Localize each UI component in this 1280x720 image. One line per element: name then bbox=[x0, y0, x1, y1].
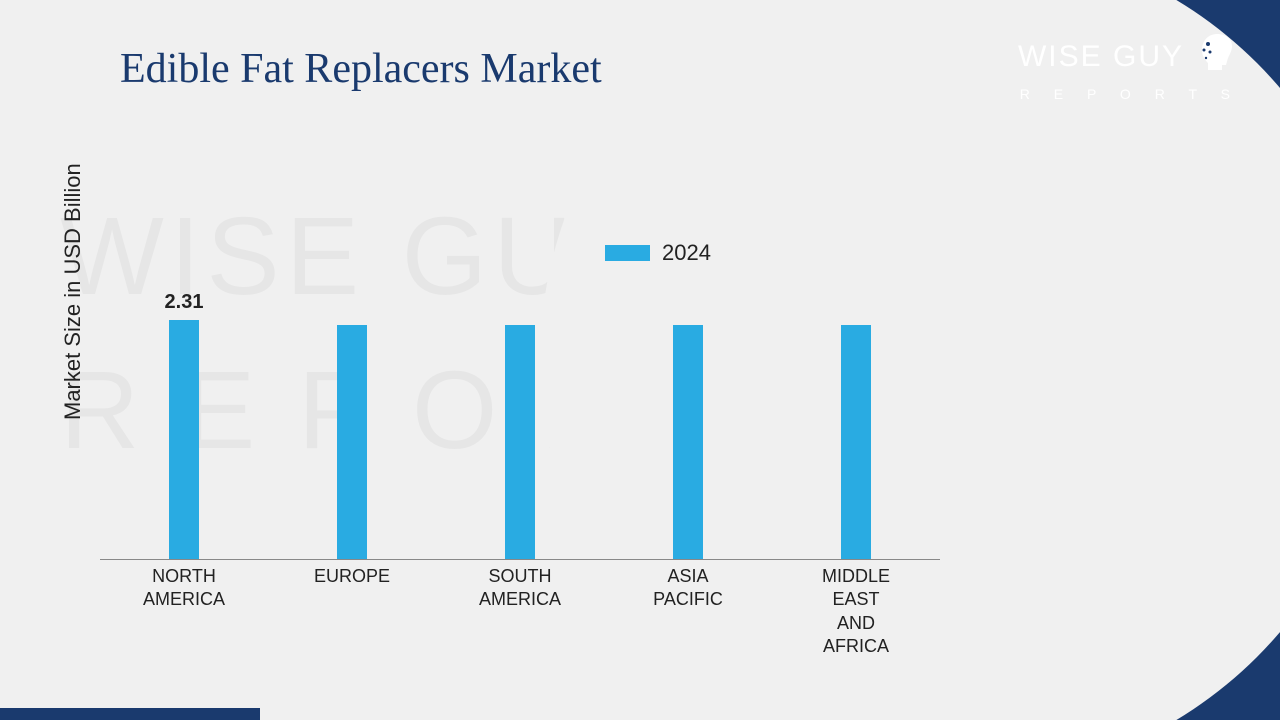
plot-area: 2.31 bbox=[100, 290, 940, 560]
x-axis-tick-label: SOUTH AMERICA bbox=[440, 565, 600, 659]
bar bbox=[169, 320, 199, 560]
bars-container: 2.31 bbox=[100, 290, 940, 560]
bar-group bbox=[608, 319, 768, 560]
y-axis-label: Market Size in USD Billion bbox=[60, 163, 86, 420]
bar-group: 2.31 bbox=[104, 291, 264, 560]
head-icon bbox=[1194, 30, 1240, 84]
bar bbox=[337, 325, 367, 560]
bar bbox=[841, 325, 871, 560]
brand-panel bbox=[960, 0, 1280, 720]
legend-label: 2024 bbox=[662, 240, 711, 266]
bar-group bbox=[776, 319, 936, 560]
chart-title: Edible Fat Replacers Market bbox=[120, 45, 602, 93]
chart-canvas: WISE GUY R E P O R T S WISE GUY R E P O … bbox=[0, 0, 1280, 720]
bar-value-label: 2.31 bbox=[165, 291, 204, 314]
legend-swatch bbox=[605, 245, 650, 261]
x-axis-labels: NORTH AMERICAEUROPESOUTH AMERICAASIA PAC… bbox=[100, 565, 940, 659]
bar-group bbox=[440, 319, 600, 560]
legend: 2024 bbox=[605, 240, 711, 266]
bottom-accent-bar bbox=[0, 708, 260, 720]
brand-logo: WISE GUY R E P O R T S bbox=[1018, 30, 1240, 102]
logo-text-line1: WISE GUY bbox=[1018, 40, 1184, 74]
x-axis-baseline bbox=[100, 559, 940, 560]
logo-text-line2: R E P O R T S bbox=[1018, 86, 1240, 102]
x-axis-tick-label: ASIA PACIFIC bbox=[608, 565, 768, 659]
x-axis-tick-label: EUROPE bbox=[272, 565, 432, 659]
bar-group bbox=[272, 319, 432, 560]
x-axis-tick-label: NORTH AMERICA bbox=[104, 565, 264, 659]
bar bbox=[505, 325, 535, 560]
x-axis-tick-label: MIDDLE EAST AND AFRICA bbox=[776, 565, 936, 659]
bar bbox=[673, 325, 703, 560]
